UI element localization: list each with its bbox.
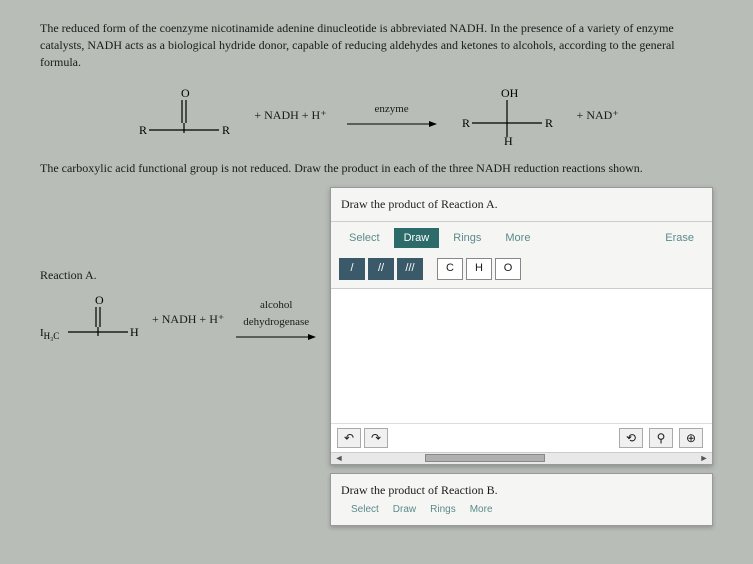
select-tool[interactable]: Select [339, 228, 390, 248]
more-tool[interactable]: More [495, 228, 540, 248]
reaction-arrow: enzyme [347, 102, 437, 129]
svg-text:IH₃C: IH₃C [40, 327, 59, 341]
reagent-nadh: + NADH + H⁺ [254, 107, 326, 124]
instruction-text: The carboxylic acid functional group is … [40, 160, 713, 177]
hint-select: Select [351, 503, 379, 517]
oh-group: OH [501, 86, 519, 100]
reaction-a-section: Reaction A. O IH₃C H + NADH + H⁺ alcohol… [40, 187, 320, 526]
r-left: R [462, 116, 470, 130]
oxygen-atom-tool[interactable]: O [495, 258, 521, 280]
hydrogen-atom-tool[interactable]: H [466, 258, 492, 280]
toolbar: Select Draw Rings More Erase [331, 222, 712, 254]
erase-tool[interactable]: Erase [655, 228, 704, 248]
svg-text:O: O [95, 293, 104, 307]
intro-text: The reduced form of the coenzyme nicotin… [40, 20, 713, 70]
panel-b-title-text: Draw the product of Reaction B. [341, 483, 498, 497]
undo-button[interactable]: ↶ [337, 428, 361, 448]
canvas-footer: ↶ ↷ ⟲ ⚲ ⊕ [331, 423, 712, 452]
rings-tool[interactable]: Rings [443, 228, 491, 248]
carbon-atom-tool[interactable]: C [437, 258, 463, 280]
r-right: R [222, 123, 230, 137]
svg-text:H: H [130, 325, 139, 339]
general-formula: O R R + NADH + H⁺ enzyme OH R R H + NAD⁺ [40, 85, 713, 145]
sub-toolbar: / // /// C H O [331, 254, 712, 288]
reaction-a-label: Reaction A. [40, 267, 320, 284]
panel-b-title: Draw the product of Reaction B. Select D… [330, 473, 713, 526]
scroll-right-arrow[interactable]: ► [698, 453, 710, 463]
enzyme-label: enzyme [374, 102, 408, 117]
zoom-tool-button[interactable]: ⚲ [649, 428, 673, 448]
alcohol-structure: OH R R H [457, 85, 557, 145]
triple-bond-tool[interactable]: /// [397, 258, 423, 280]
enzyme-a-label1: alcohol [260, 298, 292, 313]
ketone-structure: O R R [134, 85, 234, 145]
drawing-canvas[interactable] [331, 288, 712, 423]
zoom-in-button[interactable]: ⊕ [679, 428, 703, 448]
redo-button[interactable]: ↷ [364, 428, 388, 448]
reaction-a-arrow: alcohol dehydrogenase [236, 298, 316, 341]
hint-draw: Draw [393, 503, 416, 517]
acetaldehyde-structure: O IH₃C H [40, 292, 140, 347]
r-right: R [545, 116, 553, 130]
r-left: R [139, 123, 147, 137]
product-nad: + NAD⁺ [577, 107, 619, 124]
hint-more: More [470, 503, 493, 517]
single-bond-tool[interactable]: / [339, 258, 365, 280]
double-bond-tool[interactable]: // [368, 258, 394, 280]
drawing-panel-a: Draw the product of Reaction A. Select D… [330, 187, 713, 465]
panel-b-toolbar-hint: Select Draw Rings More [341, 499, 702, 517]
draw-tool[interactable]: Draw [394, 228, 440, 248]
reagent-a: + NADH + H⁺ [152, 311, 224, 328]
horizontal-scrollbar[interactable]: ◄ ► [331, 452, 712, 464]
zoom-reset-button[interactable]: ⟲ [619, 428, 643, 448]
hint-rings: Rings [430, 503, 456, 517]
panel-a-title: Draw the product of Reaction A. [331, 188, 712, 222]
h-atom: H [504, 134, 513, 145]
enzyme-a-label2: dehydrogenase [243, 315, 309, 330]
scroll-left-arrow[interactable]: ◄ [333, 453, 345, 463]
o-atom: O [181, 86, 190, 100]
scroll-thumb[interactable] [425, 454, 545, 462]
